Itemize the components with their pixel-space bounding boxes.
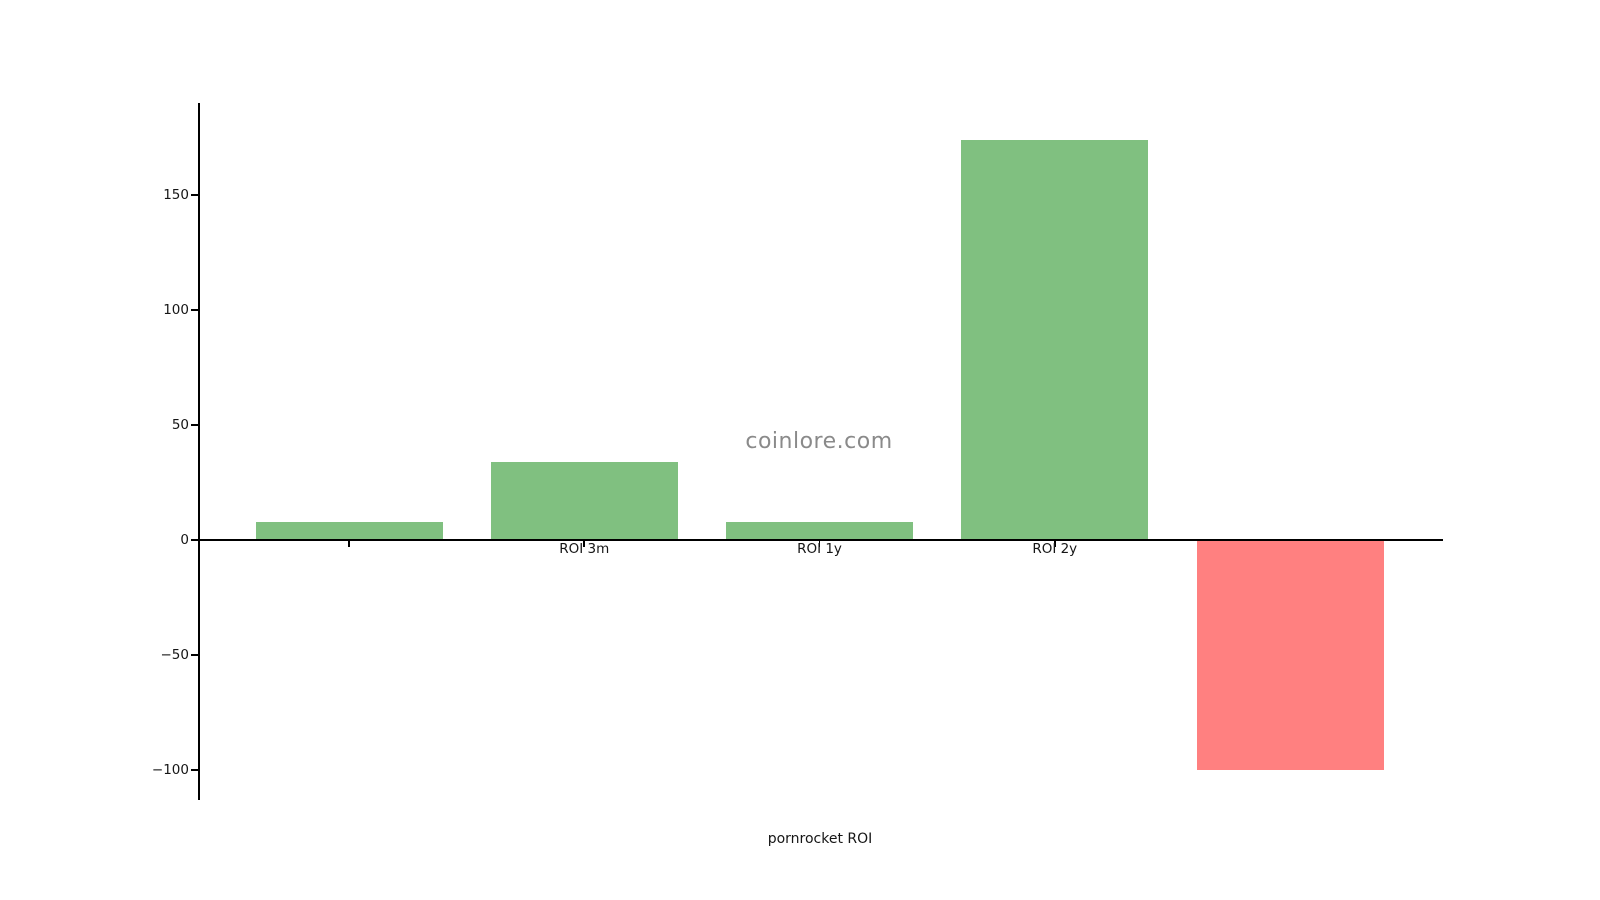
x-tick-label: ROI 1y [797, 541, 842, 557]
x-tick [348, 540, 350, 547]
y-tick [191, 654, 199, 656]
y-tick [191, 194, 199, 196]
y-tick [191, 539, 199, 541]
x-axis-title: pornrocket ROI [767, 831, 873, 847]
y-tick-label: −100 [151, 762, 189, 778]
bar-roi-1y [726, 521, 913, 540]
bar-unlabeled-0 [255, 521, 443, 540]
watermark-text: coinlore.com [745, 429, 893, 454]
y-tick [191, 309, 199, 311]
x-tick [1053, 540, 1056, 547]
x-tick [818, 540, 821, 547]
x-axis-line [198, 539, 1443, 541]
x-tick-label: ROI 3m [559, 541, 610, 557]
y-tick-label: 0 [180, 532, 189, 548]
y-tick [191, 424, 199, 426]
y-axis-line [198, 103, 200, 800]
x-tick-label: ROI 2y [1032, 541, 1078, 557]
y-tick-label: 50 [171, 417, 189, 433]
y-tick [191, 769, 199, 771]
bar-unlabeled-4 [1196, 540, 1384, 770]
bar-roi-3m [490, 461, 678, 540]
y-tick-label: 100 [163, 302, 189, 318]
y-tick-label: 150 [163, 187, 189, 203]
x-tick [583, 540, 586, 547]
y-tick-label: −50 [160, 647, 190, 663]
bar-roi-2y [961, 139, 1149, 540]
